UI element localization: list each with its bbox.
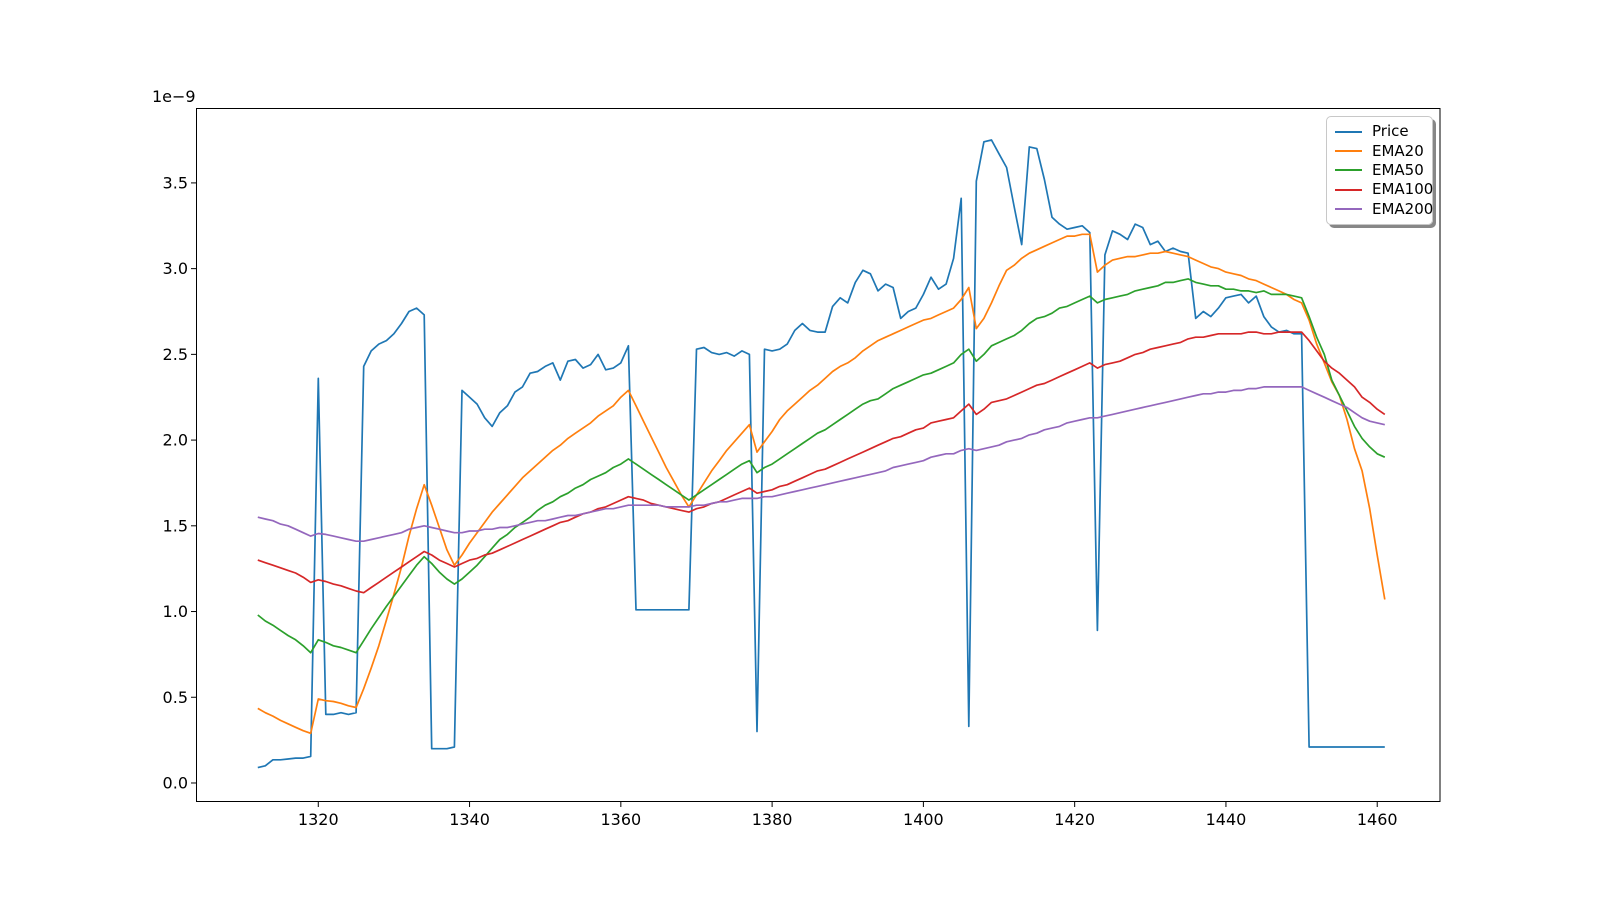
y-tick-label: 1.0	[163, 602, 188, 621]
series-group	[257, 139, 1386, 769]
x-tick-label: 1360	[600, 810, 641, 829]
y-tick-label: 3.0	[163, 259, 188, 278]
series-line-price	[257, 139, 1385, 769]
y-tick-label: 0.5	[163, 688, 188, 707]
legend-label-price: Price	[1372, 122, 1409, 141]
y-tick-label: 0.0	[163, 773, 188, 792]
series-line-ema50	[257, 278, 1386, 654]
legend-swatch-ema100	[1335, 188, 1362, 191]
x-tick-label: 1420	[1054, 810, 1095, 829]
legend-swatch-ema200	[1335, 208, 1362, 211]
series-line-ema100	[257, 331, 1386, 594]
x-tick-label: 1320	[298, 810, 339, 829]
legend-item-ema200: EMA200	[1335, 200, 1433, 219]
x-tick-label: 1460	[1357, 810, 1398, 829]
series-line-ema200	[257, 386, 1385, 543]
y-tick-label: 1.5	[163, 516, 188, 535]
legend-swatch-ema50	[1335, 169, 1362, 172]
x-tick-label: 1340	[449, 810, 490, 829]
legend-swatch-ema20	[1335, 150, 1362, 153]
plot-border	[196, 108, 1441, 802]
legend-label-ema20: EMA20	[1372, 141, 1424, 160]
y-axis-offset-label: 1e−9	[152, 87, 196, 106]
x-tick-label: 1440	[1206, 810, 1247, 829]
legend: Price EMA20 EMA50 EMA100 EMA200	[1326, 116, 1433, 225]
legend-item-ema50: EMA50	[1335, 161, 1424, 180]
legend-swatch-price	[1335, 130, 1362, 133]
x-tick-label: 1400	[903, 810, 944, 829]
legend-item-price: Price	[1335, 122, 1424, 141]
y-tick-label: 2.0	[163, 431, 188, 450]
y-tick-label: 2.5	[163, 345, 188, 364]
legend-item-ema100: EMA100	[1335, 180, 1433, 199]
series-line-ema20	[257, 233, 1386, 735]
legend-label-ema200: EMA200	[1372, 199, 1434, 218]
legend-label-ema50: EMA50	[1372, 160, 1424, 179]
x-tick-label: 1380	[752, 810, 793, 829]
y-tick-label: 3.5	[163, 173, 188, 192]
legend-label-ema100: EMA100	[1372, 180, 1434, 199]
legend-item-ema20: EMA20	[1335, 141, 1424, 160]
